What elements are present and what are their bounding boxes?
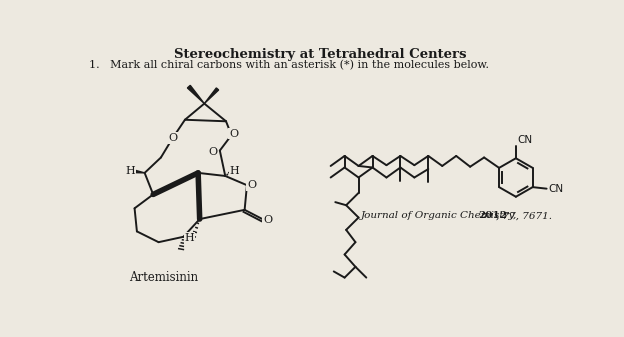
Text: H: H bbox=[230, 165, 240, 176]
Text: O: O bbox=[263, 215, 273, 225]
Text: Stereochemistry at Tetrahedral Centers: Stereochemistry at Tetrahedral Centers bbox=[173, 48, 466, 61]
Text: O: O bbox=[168, 133, 177, 143]
Text: CN: CN bbox=[548, 184, 563, 194]
Text: O: O bbox=[208, 147, 217, 157]
Text: H: H bbox=[185, 233, 195, 243]
Polygon shape bbox=[187, 85, 204, 103]
Text: , 77, 7671.: , 77, 7671. bbox=[497, 211, 552, 220]
Text: Journal of Organic Chemistry,: Journal of Organic Chemistry, bbox=[361, 211, 520, 220]
Text: O: O bbox=[247, 180, 256, 190]
Text: CN: CN bbox=[517, 135, 532, 145]
Polygon shape bbox=[204, 88, 218, 103]
Text: 2012: 2012 bbox=[479, 211, 508, 220]
Polygon shape bbox=[129, 168, 145, 173]
Text: Artemisinin: Artemisinin bbox=[129, 271, 198, 284]
Text: O: O bbox=[229, 129, 238, 139]
Text: 1.   Mark all chiral carbons with an asterisk (*) in the molecules below.: 1. Mark all chiral carbons with an aster… bbox=[89, 60, 489, 70]
Text: H: H bbox=[126, 165, 135, 176]
